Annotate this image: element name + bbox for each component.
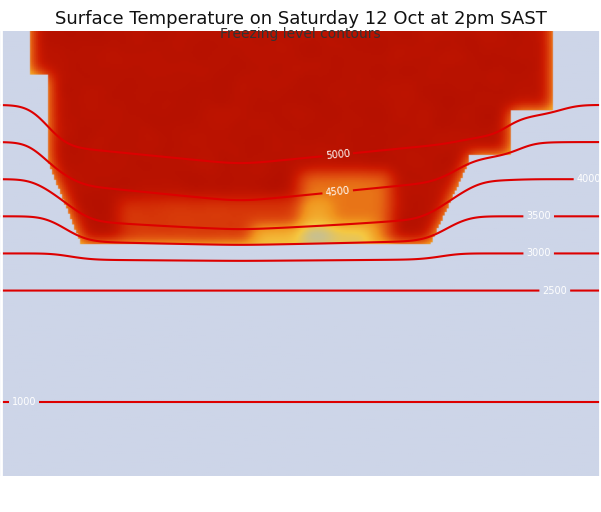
Text: 3000: 3000 [526,248,551,259]
Text: 4000: 4000 [577,174,601,184]
Text: Freezing level contours: Freezing level contours [220,27,381,41]
Text: 3500: 3500 [526,211,551,221]
Text: 4500: 4500 [325,186,350,198]
Text: Surface Temperature on Saturday 12 Oct at 2pm SAST: Surface Temperature on Saturday 12 Oct a… [55,10,546,28]
Text: 5000: 5000 [325,148,350,161]
Text: 2500: 2500 [542,286,567,295]
Text: 1000: 1000 [12,397,37,407]
